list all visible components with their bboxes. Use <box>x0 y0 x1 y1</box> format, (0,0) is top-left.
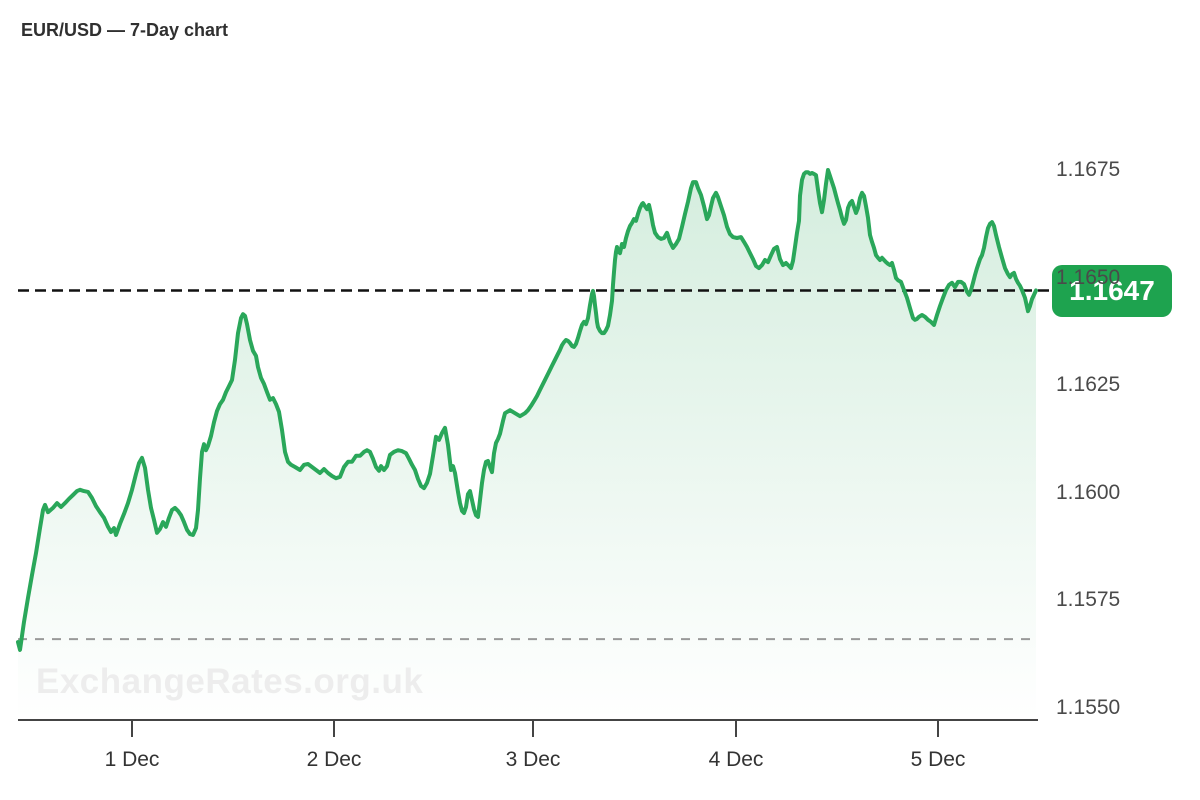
current-rate-badge: 1.1647 <box>1052 264 1172 317</box>
x-axis-label: 4 Dec <box>708 748 764 771</box>
y-axis-label: 1.1625 <box>1056 373 1121 397</box>
x-axis-label: 1 Dec <box>104 748 160 771</box>
price-area-fill <box>18 170 1036 720</box>
y-axis-label: 1.1575 <box>1056 588 1121 612</box>
y-axis-label: 1.1650 <box>1056 265 1121 289</box>
y-axis-label: 1.1675 <box>1056 158 1121 181</box>
y-axis-label: 1.1550 <box>1056 696 1121 719</box>
watermark: ExchangeRates.org.uk <box>36 662 424 701</box>
y-axis-label: 1.1600 <box>1056 480 1121 504</box>
x-axis-label: 3 Dec <box>505 748 561 771</box>
x-axis-label: 2 Dec <box>306 748 362 771</box>
page-title: EUR/USD — 7-Day chart <box>21 20 229 40</box>
x-axis-label: 5 Dec <box>910 748 966 771</box>
price-line <box>16 168 1038 652</box>
